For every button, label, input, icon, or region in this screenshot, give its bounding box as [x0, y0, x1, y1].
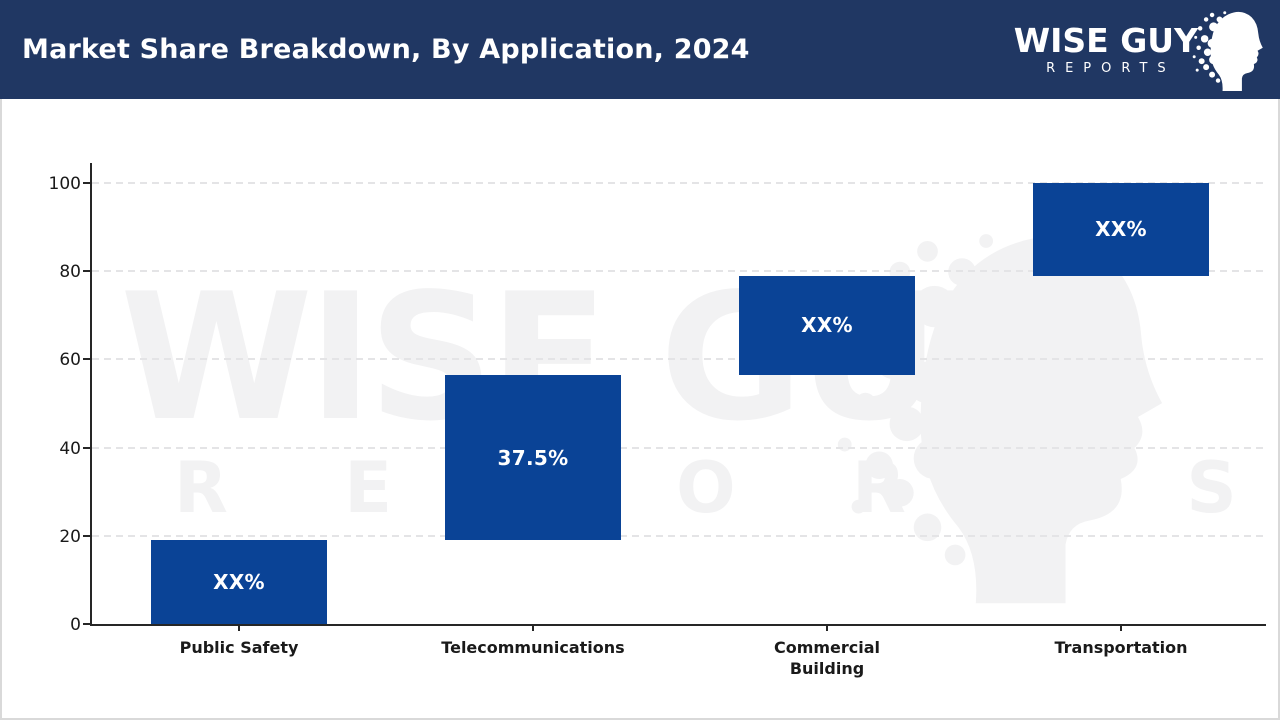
bar-value-label-public-safety: XX% — [213, 570, 265, 595]
category-label-telecommunications: Telecommunications — [441, 638, 625, 657]
plot-area: 0 20 40 60 80 100 XX% Public Safety 37.5% Telecom… — [49, 163, 1266, 678]
bar-value-label-telecommunications: 37.5% — [497, 445, 569, 470]
y-tick-40 — [83, 446, 90, 449]
gridline-40 — [92, 446, 1266, 449]
y-tick-label-0: 0 — [70, 615, 81, 635]
chart-region: WISE GUY R E P O R T S 020406080100XX%Pu… — [0, 99, 1280, 720]
y-tick-60 — [83, 358, 90, 361]
y-tick-80 — [83, 270, 90, 273]
gridline-20 — [92, 534, 1266, 537]
bar-public-safety: XX% — [151, 540, 327, 624]
y-tick-label-60: 60 — [59, 350, 81, 371]
y-tick-0 — [83, 623, 90, 625]
x-tick-public-safety — [238, 624, 240, 631]
header-bar: Market Share Breakdown, By Application, … — [0, 0, 1280, 99]
logo: WISE GUY REPORTS — [1014, 9, 1280, 91]
y-tick-label-40: 40 — [59, 438, 81, 459]
bar-commercial-building: XX% — [739, 275, 915, 375]
gridline-100 — [92, 182, 1266, 185]
bar-transportation: XX% — [1033, 183, 1209, 276]
category-label-transportation: Transportation — [1054, 638, 1188, 657]
x-tick-transportation — [1120, 624, 1122, 631]
y-tick-20 — [83, 534, 90, 537]
bar-value-label-transportation: XX% — [1095, 217, 1147, 242]
logo-reports-text: REPORTS — [1046, 60, 1176, 76]
page-title: Market Share Breakdown, By Application, … — [22, 34, 750, 65]
logo-wordmark-text: WISE GUY — [1013, 20, 1198, 60]
gridline-60 — [92, 358, 1266, 361]
x-tick-telecommunications — [532, 624, 534, 631]
y-tick-100 — [83, 182, 90, 185]
y-tick-label-100: 100 — [48, 174, 81, 195]
category-label-public-safety: Public Safety — [179, 638, 299, 657]
category-label-commercial-building: Commercial Building — [773, 638, 881, 679]
bar-telecommunications: 37.5% — [445, 374, 621, 541]
gridline-80 — [92, 270, 1266, 273]
logo-wordmark: WISE GUY REPORTS — [1014, 24, 1198, 76]
y-tick-label-20: 20 — [59, 526, 81, 547]
dotted-head-icon — [1192, 10, 1263, 91]
y-tick-label-80: 80 — [59, 262, 81, 283]
x-tick-commercial-building — [826, 624, 828, 631]
bar-value-label-commercial-building: XX% — [801, 313, 853, 338]
